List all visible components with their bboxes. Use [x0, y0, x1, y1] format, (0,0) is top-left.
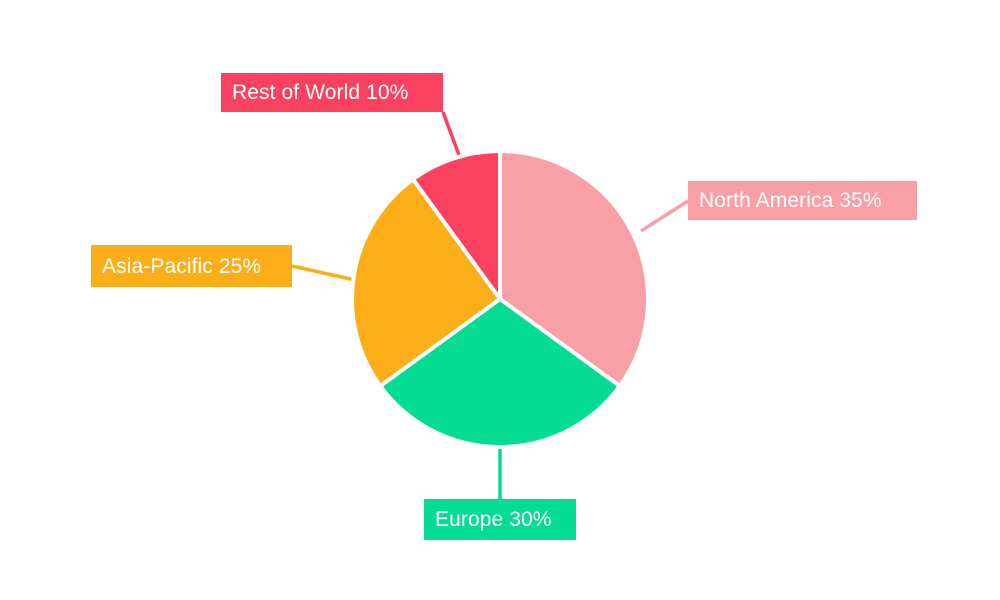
leader-line-rest-of-world	[441, 111, 461, 156]
pie-slice-rest-of-world[interactable]	[411, 149, 502, 301]
pie-slice-europe[interactable]	[378, 297, 622, 449]
slice-label-europe[interactable]: Europe 30%	[424, 499, 576, 540]
slice-label-north-america[interactable]: North America 35%	[688, 181, 917, 220]
leader-line-north-america	[640, 199, 689, 233]
pie-slices-group	[350, 149, 650, 449]
slice-label-rest-of-world[interactable]: Rest of World 10%	[221, 73, 443, 112]
pie-slice-north-america[interactable]	[498, 149, 650, 388]
pie-slice-asia-pacific[interactable]	[350, 177, 502, 388]
leader-line-asia-pacific	[291, 264, 356, 282]
slice-label-asia-pacific[interactable]: Asia-Pacific 25%	[91, 245, 292, 287]
leader-lines-group	[291, 111, 689, 499]
